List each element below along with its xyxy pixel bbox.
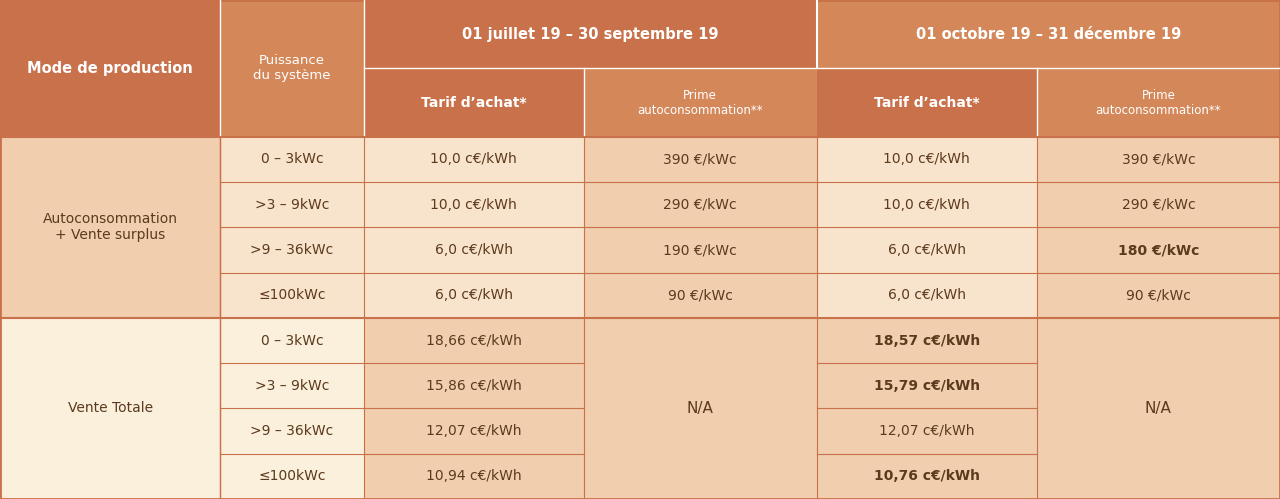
Bar [817,0,1280,68]
Bar [584,318,817,499]
Text: >9 – 36kWc: >9 – 36kWc [250,424,334,438]
Text: ≤100kWc: ≤100kWc [259,288,325,302]
Text: 290 €/kWc: 290 €/kWc [663,198,737,212]
Text: 0 – 3kWc: 0 – 3kWc [261,333,323,347]
Text: Vente Totale: Vente Totale [68,402,152,416]
Text: Tarif d’achat*: Tarif d’achat* [874,96,979,110]
Bar [220,0,364,137]
Text: >3 – 9kWc: >3 – 9kWc [255,198,329,212]
Text: 01 juillet 19 – 30 septembre 19: 01 juillet 19 – 30 septembre 19 [462,27,718,42]
Bar [220,318,364,499]
Text: >9 – 36kWc: >9 – 36kWc [250,243,334,257]
Bar [364,0,817,68]
Text: 90 €/kWc: 90 €/kWc [668,288,732,302]
Text: 10,0 c€/kWh: 10,0 c€/kWh [883,198,970,212]
Bar [364,318,584,499]
Bar [817,318,1037,499]
Text: 10,0 c€/kWh: 10,0 c€/kWh [430,153,517,167]
Bar [220,137,364,318]
Text: 10,0 c€/kWh: 10,0 c€/kWh [430,198,517,212]
Text: 18,66 c€/kWh: 18,66 c€/kWh [426,333,521,347]
Text: Tarif d’achat*: Tarif d’achat* [421,96,526,110]
Text: 190 €/kWc: 190 €/kWc [663,243,737,257]
Text: 01 octobre 19 – 31 décembre 19: 01 octobre 19 – 31 décembre 19 [915,27,1181,42]
Text: Autoconsommation
+ Vente surplus: Autoconsommation + Vente surplus [42,212,178,243]
Text: Prime
autoconsommation**: Prime autoconsommation** [1096,89,1221,117]
Text: 10,76 c€/kWh: 10,76 c€/kWh [874,470,979,484]
Text: 18,57 c€/kWh: 18,57 c€/kWh [873,333,980,347]
Text: 6,0 c€/kWh: 6,0 c€/kWh [435,243,512,257]
Text: 15,79 c€/kWh: 15,79 c€/kWh [874,379,979,393]
Bar [364,68,584,137]
Bar [0,318,220,499]
Text: 0 – 3kWc: 0 – 3kWc [261,153,323,167]
Bar [1037,68,1280,137]
Text: Puissance
du système: Puissance du système [253,54,330,82]
Bar [817,68,1037,137]
Bar [584,68,817,137]
Text: N/A: N/A [1146,401,1171,416]
Text: 390 €/kWc: 390 €/kWc [663,153,737,167]
Bar [584,137,817,318]
Text: 10,0 c€/kWh: 10,0 c€/kWh [883,153,970,167]
Text: 390 €/kWc: 390 €/kWc [1121,153,1196,167]
Bar [0,0,220,137]
Text: 290 €/kWc: 290 €/kWc [1121,198,1196,212]
Text: Mode de production: Mode de production [27,61,193,76]
Text: 6,0 c€/kWh: 6,0 c€/kWh [435,288,512,302]
Text: Prime
autoconsommation**: Prime autoconsommation** [637,89,763,117]
Text: >3 – 9kWc: >3 – 9kWc [255,379,329,393]
Bar [364,137,584,318]
Text: N/A: N/A [687,401,713,416]
Text: 12,07 c€/kWh: 12,07 c€/kWh [879,424,974,438]
Text: 10,94 c€/kWh: 10,94 c€/kWh [426,470,521,484]
Text: 90 €/kWc: 90 €/kWc [1126,288,1190,302]
Bar [1037,137,1280,318]
Text: 180 €/kWc: 180 €/kWc [1117,243,1199,257]
Bar [1037,318,1280,499]
Text: 6,0 c€/kWh: 6,0 c€/kWh [888,288,965,302]
Text: ≤100kWc: ≤100kWc [259,470,325,484]
Bar [817,137,1037,318]
Text: 12,07 c€/kWh: 12,07 c€/kWh [426,424,521,438]
Text: 15,86 c€/kWh: 15,86 c€/kWh [426,379,521,393]
Bar [0,137,220,318]
Text: 6,0 c€/kWh: 6,0 c€/kWh [888,243,965,257]
